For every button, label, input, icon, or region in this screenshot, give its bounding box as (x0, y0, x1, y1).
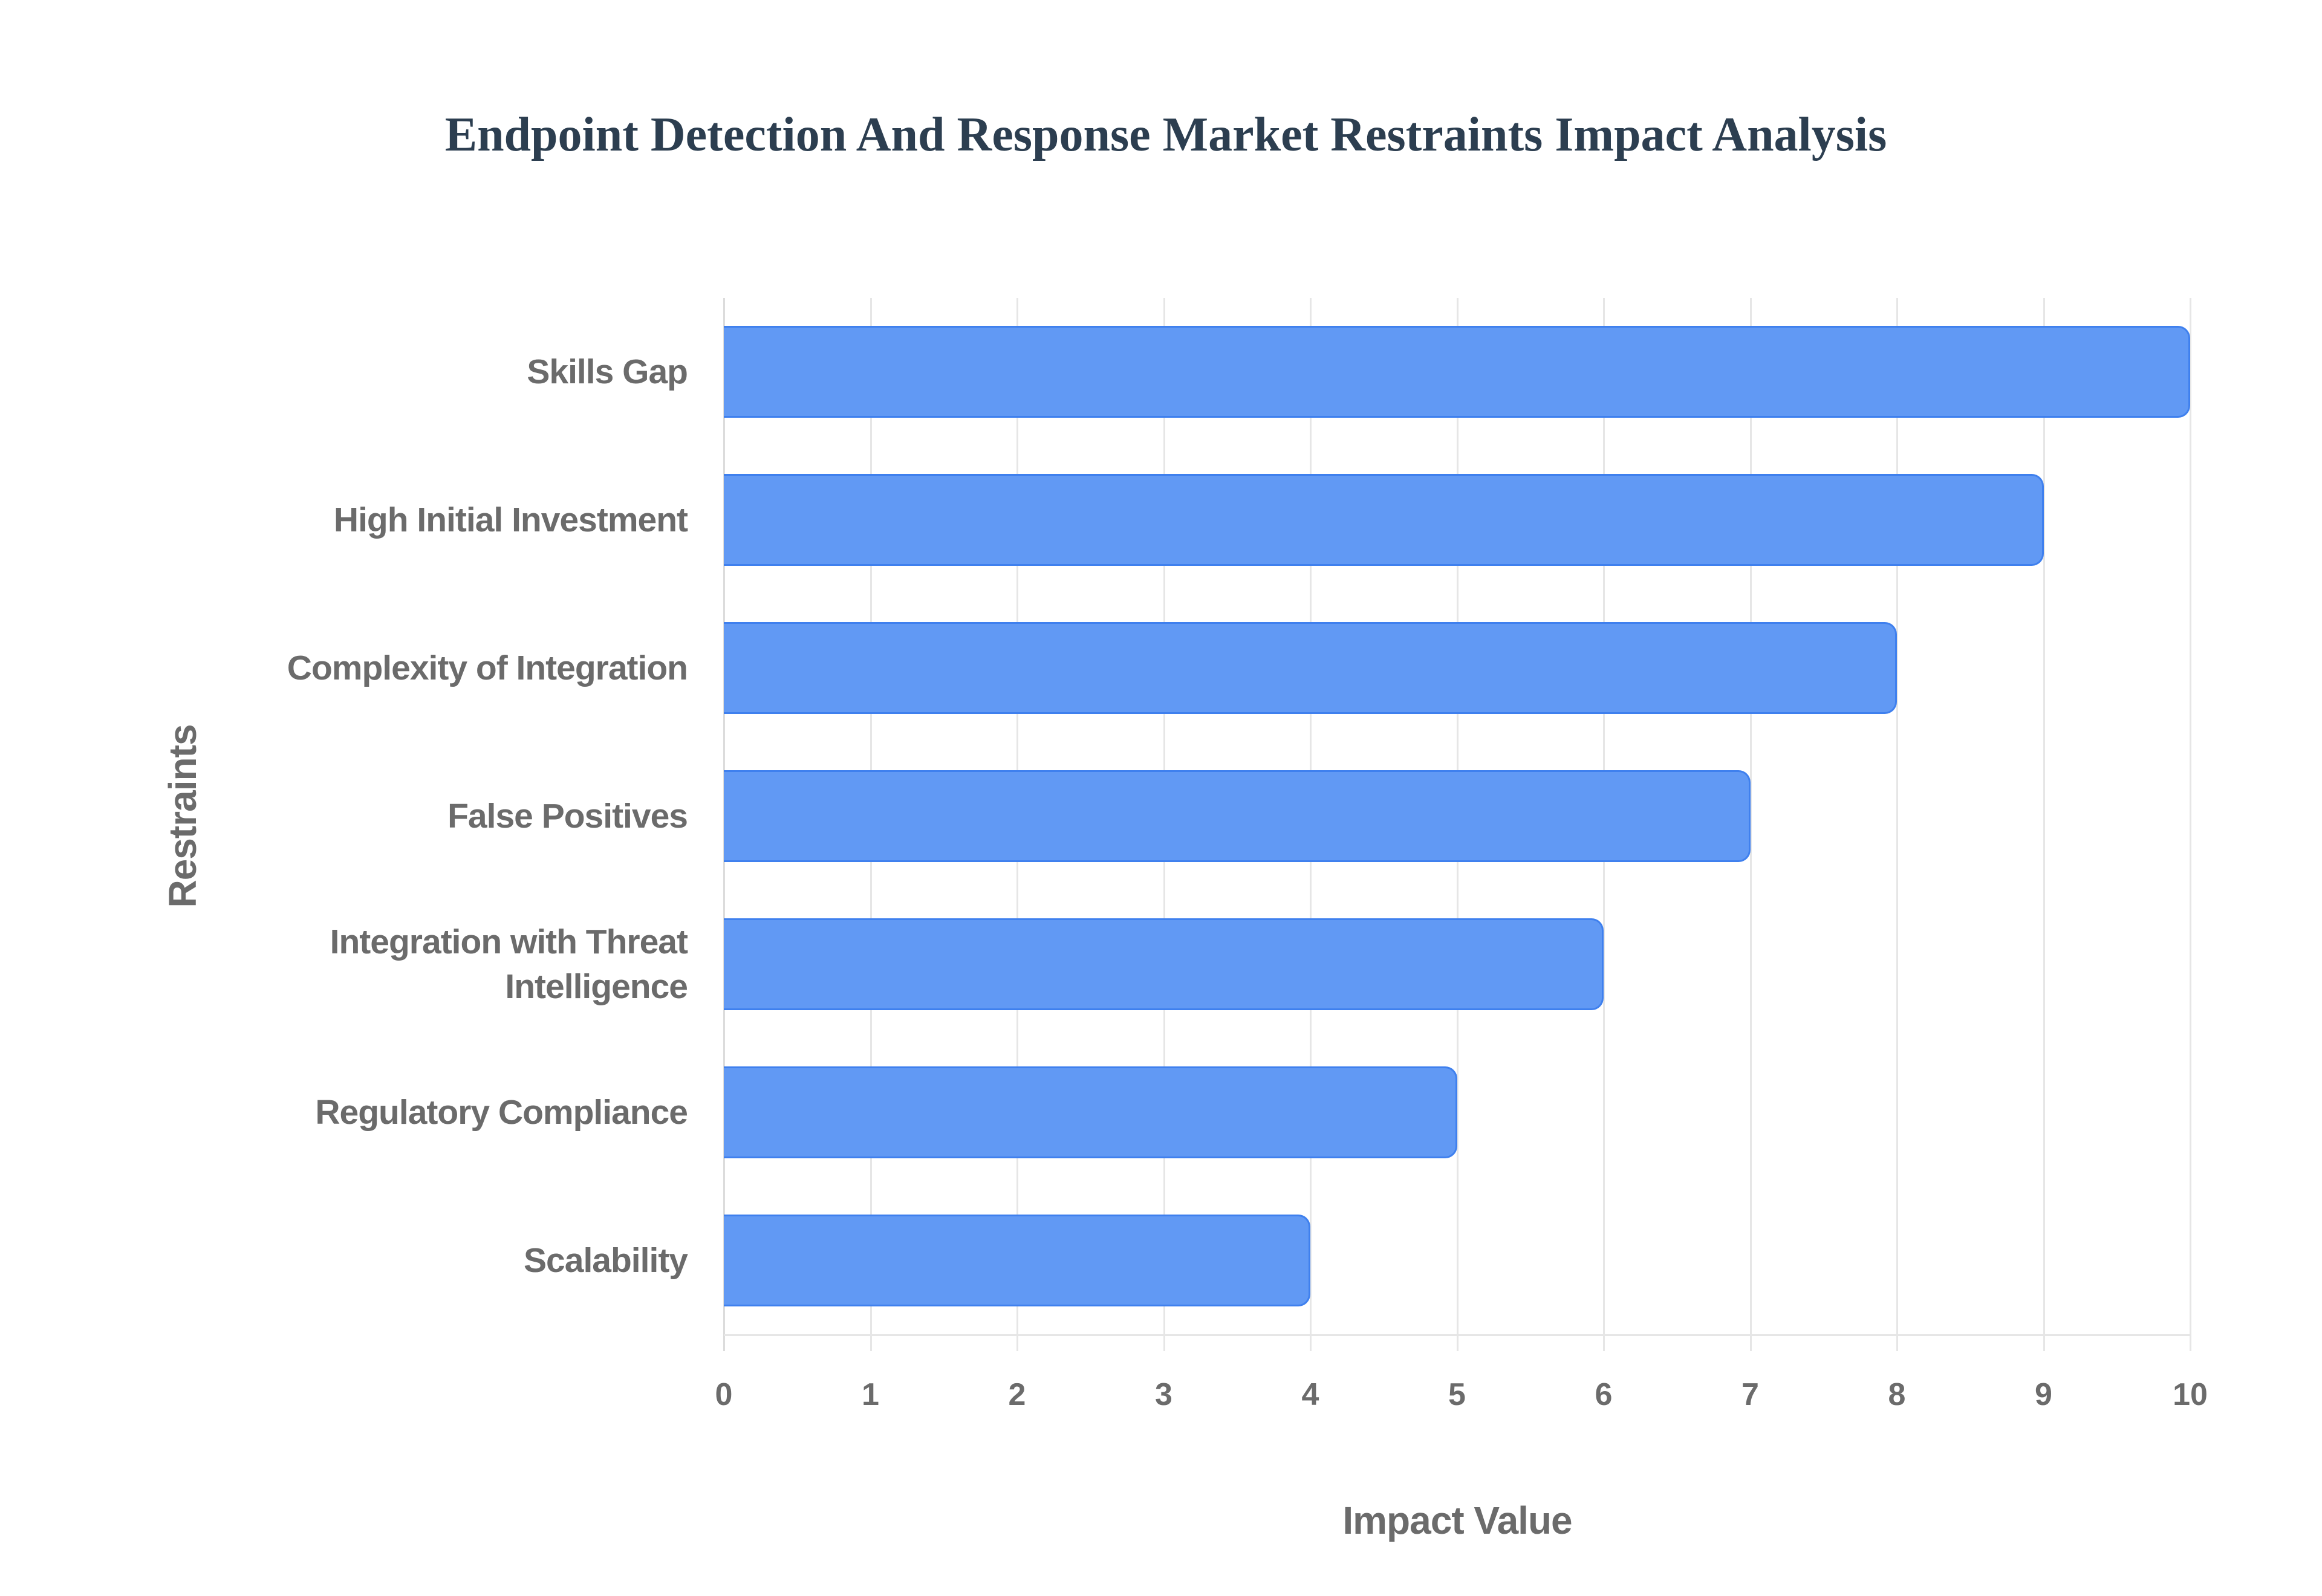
category-label-line: False Positives (447, 797, 688, 835)
category-label-line: Regulatory Compliance (315, 1092, 688, 1132)
bar-high-initial-investment[interactable] (724, 474, 2044, 566)
category-label-line: High Initial Investment (333, 501, 688, 540)
x-tick-label: 9 (2035, 1377, 2052, 1412)
category-label: Scalability (143, 1238, 688, 1283)
x-tick-label: 0 (715, 1377, 733, 1412)
x-tick-label: 10 (2173, 1377, 2208, 1412)
category-label: Integration with Threat Intelligence (143, 920, 688, 1009)
gridline-x-7 (1749, 298, 1752, 1351)
bar-integration-with-threat-intelligence[interactable] (724, 918, 1604, 1010)
gridline-x-9 (2043, 298, 2045, 1351)
bar-regulatory-compliance[interactable] (724, 1066, 1457, 1158)
x-tick-label: 5 (1448, 1377, 1466, 1412)
x-tick-label: 4 (1301, 1377, 1319, 1412)
plot-area (723, 298, 2191, 1351)
category-label: Regulatory Compliance (143, 1090, 688, 1135)
bar-complexity-of-integration[interactable] (724, 622, 1897, 715)
chart-title: Endpoint Detection And Response Market R… (444, 108, 1887, 161)
x-tick-label: 1 (862, 1377, 879, 1412)
gridline-x-8 (1896, 298, 1898, 1351)
category-label-line: Intelligence (505, 967, 688, 1006)
category-label-line: Complexity of Integration (287, 649, 688, 688)
x-tick-label: 7 (1742, 1377, 1759, 1412)
x-tick-label: 6 (1595, 1377, 1613, 1412)
category-label: Complexity of Integration (143, 646, 688, 690)
x-tick-label: 8 (1888, 1377, 1906, 1412)
bar-skills-gap[interactable] (724, 326, 2190, 418)
bar-false-positives[interactable] (724, 770, 1751, 862)
category-label-line: Skills Gap (527, 352, 688, 392)
category-label: High Initial Investment (143, 498, 688, 542)
x-tick-label: 2 (1008, 1377, 1026, 1412)
category-label: False Positives (143, 794, 688, 839)
x-tick-label: 3 (1155, 1377, 1172, 1412)
bar-scalability[interactable] (724, 1214, 1310, 1306)
category-label-line: Integration with Threat (330, 922, 688, 961)
category-label-line: Scalability (524, 1241, 688, 1280)
category-label: Skills Gap (143, 349, 688, 394)
x-axis-title: Impact Value (1342, 1499, 1572, 1542)
gridline-x-10 (2190, 298, 2191, 1351)
x-axis-baseline (724, 1334, 2190, 1336)
